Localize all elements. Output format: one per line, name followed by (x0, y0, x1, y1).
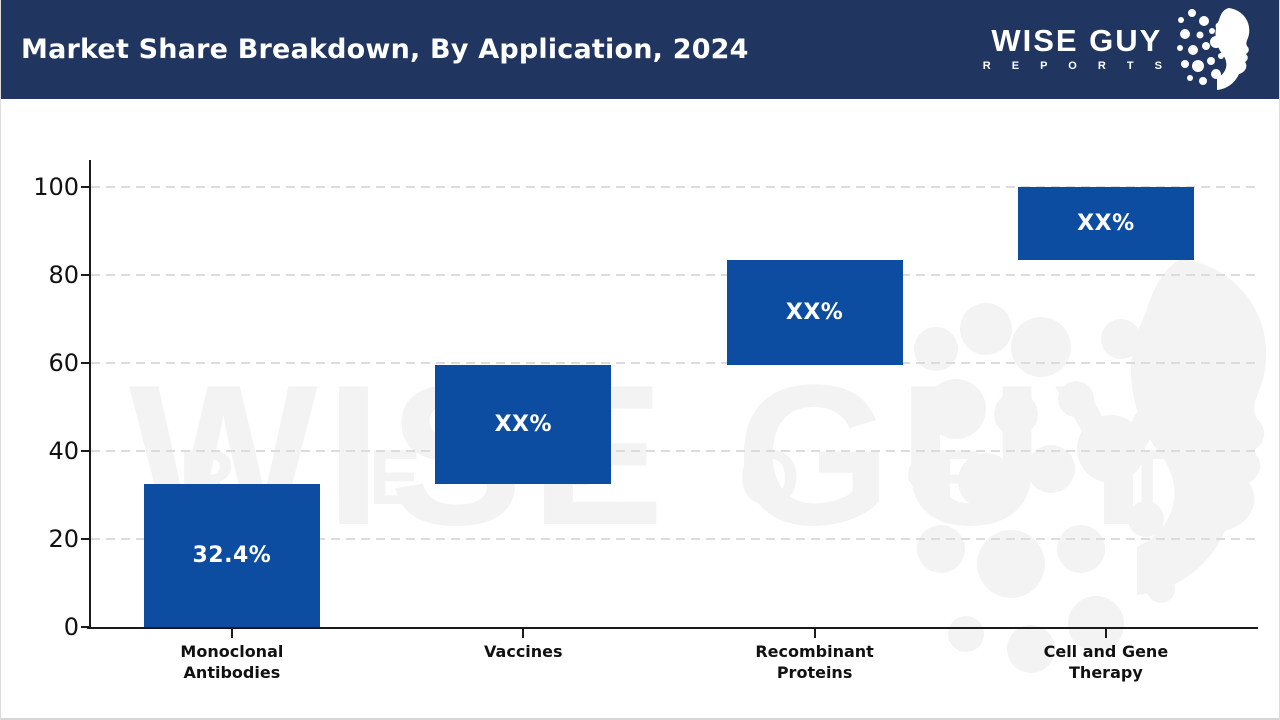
wise-guy-logo: WISE GUY R E P O R T S (983, 4, 1257, 96)
gridline-20 (91, 538, 1258, 540)
y-axis-line (89, 160, 91, 629)
x-category-label-line: Recombinant (755, 642, 874, 661)
logo-wordmark: WISE GUY (991, 23, 1163, 58)
y-tick-label: 20 (48, 525, 79, 553)
x-category-label-line: Cell and Gene (1043, 642, 1169, 661)
y-tick-label: 100 (33, 173, 79, 201)
y-tick-mark (81, 186, 89, 188)
y-tick-label: 80 (48, 261, 79, 289)
x-category-label-line: Vaccines (484, 642, 563, 661)
bar-value-label: XX% (494, 412, 553, 438)
x-category-label: Recombinant Proteins (695, 641, 935, 683)
y-tick-mark (81, 538, 89, 540)
y-tick-mark (81, 450, 89, 452)
x-tick-mark (230, 629, 233, 638)
y-tick-label: 0 (63, 613, 79, 641)
x-category-label-line: Therapy (1069, 663, 1143, 682)
plot-area: WISE GUY R E P O R T S 02040608010032.4%… (1, 99, 1279, 718)
x-category-label: Vaccines (403, 641, 643, 662)
logo-subtitle: R E P O R T S (982, 60, 1171, 72)
x-category-label-line: Monoclonal (180, 642, 284, 661)
x-axis-line (87, 627, 1258, 629)
header-bar: Market Share Breakdown, By Application, … (1, 0, 1279, 99)
x-category-label-line: Proteins (776, 663, 853, 682)
gridline-60 (91, 362, 1258, 364)
x-category-label: Monoclonal Antibodies (112, 641, 352, 683)
x-tick-mark (522, 629, 525, 638)
y-tick-label: 40 (48, 437, 79, 465)
x-category-label: Cell and Gene Therapy (986, 641, 1226, 683)
bar-1: 32.4% (143, 484, 320, 627)
gridline-100 (91, 186, 1258, 188)
gridline-40 (91, 450, 1258, 452)
chart-title: Market Share Breakdown, By Application, … (21, 34, 749, 65)
bar-value-label: XX% (1077, 211, 1135, 237)
x-category-label-line: Antibodies (183, 663, 281, 682)
x-tick-mark (813, 629, 816, 638)
y-tick-mark (81, 274, 89, 276)
bar-value-label: 32.4% (192, 543, 272, 569)
y-tick-label: 60 (48, 349, 79, 377)
x-tick-mark (1104, 629, 1107, 638)
logo-text: WISE GUY R E P O R T S (982, 23, 1171, 73)
bar-2: XX% (435, 365, 612, 485)
y-tick-mark (81, 362, 89, 364)
bar-4: XX% (1017, 187, 1194, 261)
gridline-80 (91, 274, 1258, 276)
bar-value-label: XX% (785, 300, 844, 326)
y-tick-mark (81, 626, 89, 628)
logo-face-icon (1173, 4, 1257, 96)
bar-3: XX% (726, 260, 903, 366)
watermark-face-icon (881, 219, 1279, 703)
